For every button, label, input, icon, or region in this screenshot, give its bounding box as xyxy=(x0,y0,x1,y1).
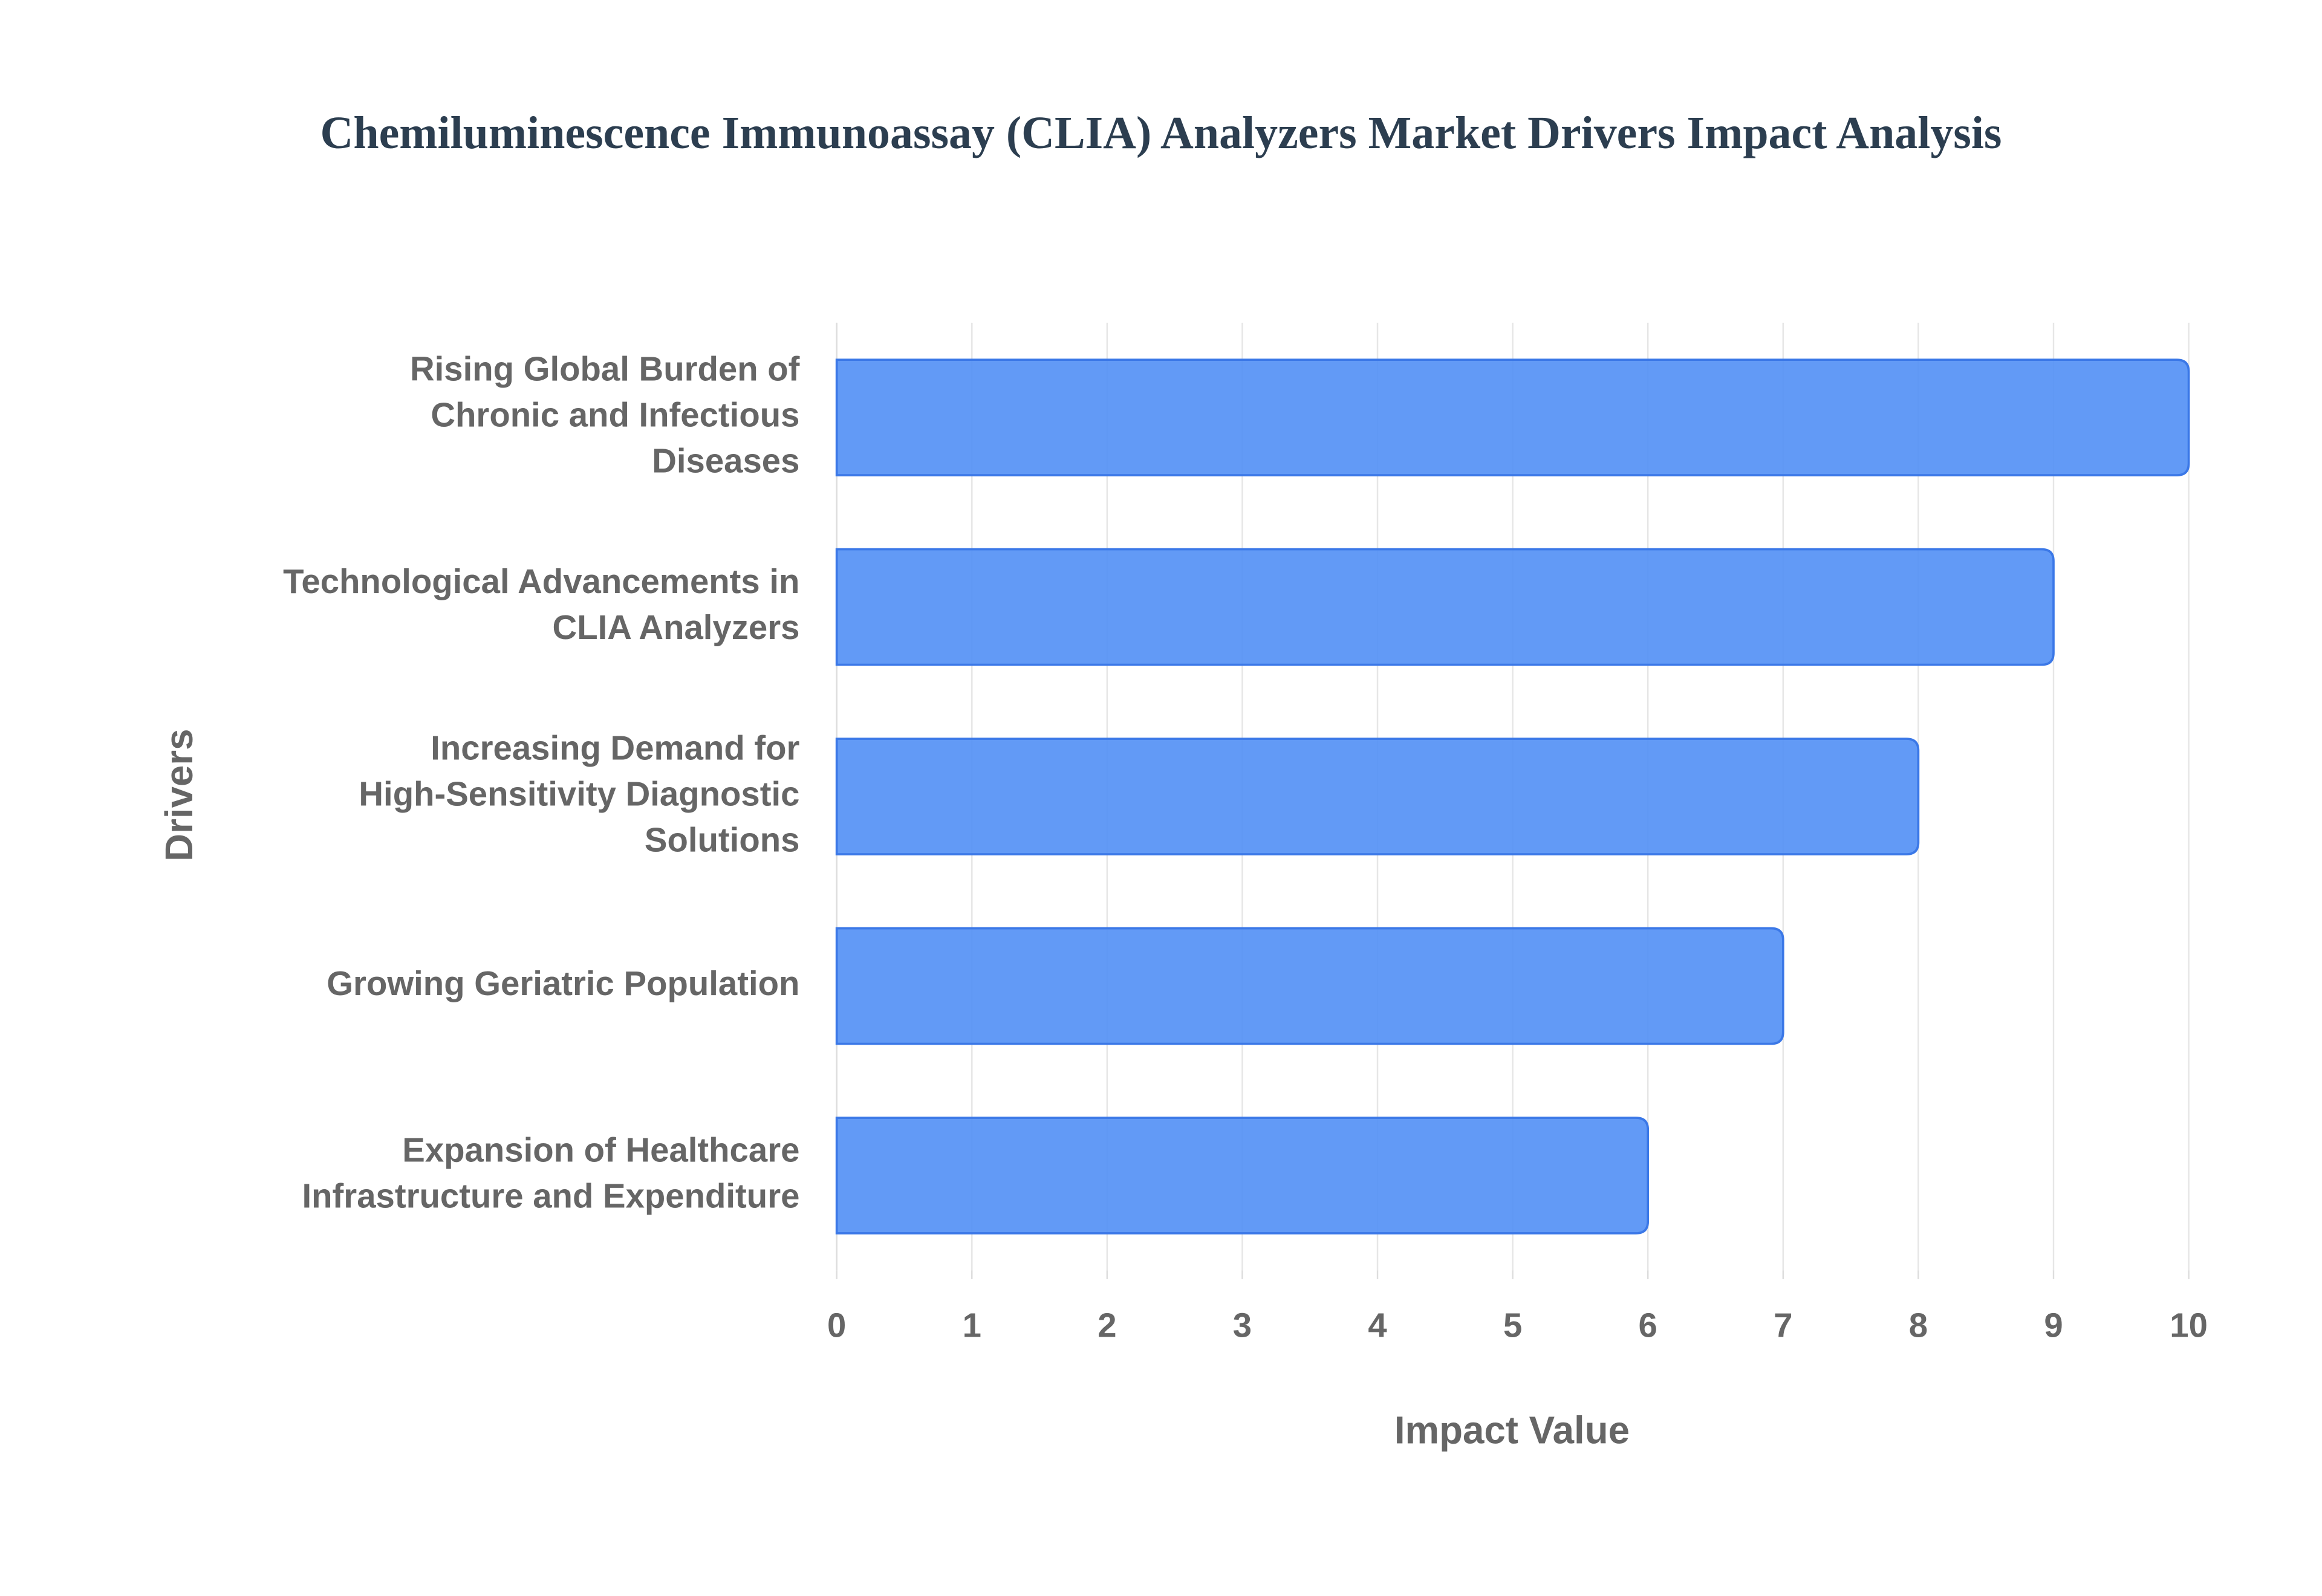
x-tick-label: 8 xyxy=(1909,1306,1928,1345)
bar xyxy=(835,927,1784,1045)
y-tick-label: Technological Advancements in CLIA Analyz… xyxy=(283,562,799,646)
x-tick-label: 5 xyxy=(1503,1306,1522,1345)
x-tick-label: 10 xyxy=(2170,1306,2208,1345)
x-tick-label: 2 xyxy=(1098,1306,1116,1345)
x-tick-label: 1 xyxy=(963,1306,981,1345)
bar xyxy=(835,548,2055,666)
bar xyxy=(835,738,1920,855)
chart-title: Chemiluminescence Immunoassay (CLIA) Ana… xyxy=(320,108,2002,158)
x-tick-label: 0 xyxy=(827,1306,846,1345)
y-axis-title: Drivers xyxy=(158,728,201,861)
x-axis-title: Impact Value xyxy=(1394,1409,1630,1452)
x-tick-label: 6 xyxy=(1639,1306,1657,1345)
x-tick-label: 4 xyxy=(1368,1306,1387,1345)
x-tick-label: 3 xyxy=(1233,1306,1252,1345)
bar xyxy=(835,358,2190,476)
y-tick-label: Rising Global Burden of Chronic and Infec… xyxy=(410,350,800,480)
bar xyxy=(835,1117,1650,1234)
y-tick-label: Growing Geriatric Population xyxy=(327,964,799,1002)
y-tick-label: Increasing Demand for High-Sensitivity Di… xyxy=(359,729,799,859)
x-tick-label: 9 xyxy=(2044,1306,2063,1345)
x-tick-label: 7 xyxy=(1774,1306,1792,1345)
y-tick-label: Expansion of Healthcare Infrastructure an… xyxy=(302,1130,799,1215)
